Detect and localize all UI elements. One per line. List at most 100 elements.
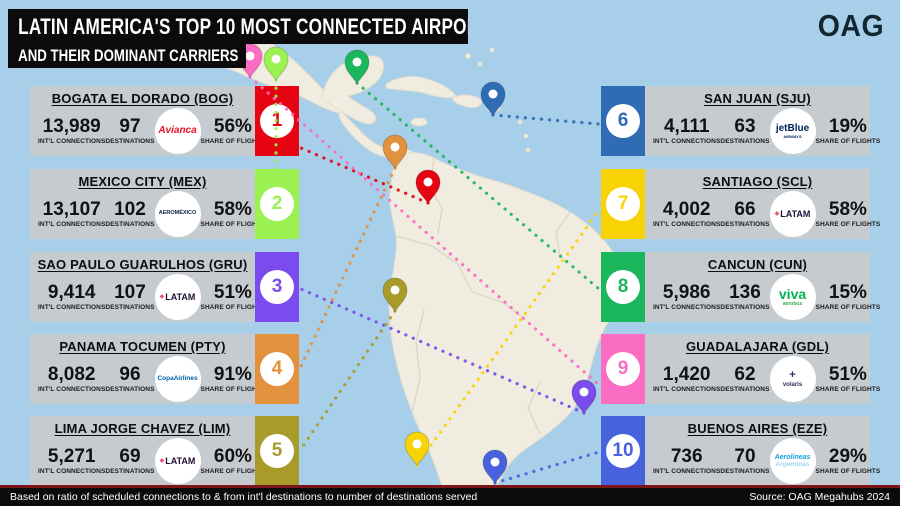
airport-card-eze: BUENOS AIRES (EZE) 736 INT'L CONNECTIONS… <box>601 416 880 486</box>
intl-connections: 1,420 INT'L CONNECTIONS <box>653 365 720 393</box>
destinations: 69 DESTINATIONS <box>105 447 154 475</box>
rank-tab: 10 <box>601 416 645 486</box>
intl-connections: 13,107 INT'L CONNECTIONS <box>38 200 105 228</box>
destinations-value: 63 <box>734 116 756 137</box>
airline-logo-subtext: volaris <box>782 382 803 388</box>
map-cuba <box>385 76 457 99</box>
destinations-label: DESTINATIONS <box>105 221 155 228</box>
share-of-flights: 58% SHARE OF FLIGHTS <box>816 200 881 228</box>
destinations-label: DESTINATIONS <box>720 221 770 228</box>
share-label: SHARE OF FLIGHTS <box>200 304 266 311</box>
share-label: SHARE OF FLIGHTS <box>200 386 266 393</box>
airport-stats: 8,082 INT'L CONNECTIONS 96 DESTINATIONS … <box>37 354 265 402</box>
airline-logo-text: Aerolíneas <box>774 453 811 461</box>
page-title: LATIN AMERICA'S TOP 10 MOST CONNECTED AI… <box>18 13 468 39</box>
airport-card-pty: PANAMA TOCUMEN (PTY) 8,082 INT'L CONNECT… <box>30 334 299 404</box>
share-of-flights: 29% SHARE OF FLIGHTS <box>816 447 881 475</box>
airport-name: PANAMA TOCUMEN (PTY) <box>59 339 226 354</box>
rank-tab: 3 <box>255 252 299 322</box>
map-island <box>517 119 523 125</box>
airport-card-gdl: GUADALAJARA (GDL) 1,420 INT'L CONNECTION… <box>601 334 880 404</box>
intl-connections: 736 INT'L CONNECTIONS <box>653 447 720 475</box>
destinations-label: DESTINATIONS <box>105 138 155 145</box>
airport-card-bog: BOGATA EL DORADO (BOG) 13,989 INT'L CONN… <box>30 86 299 156</box>
destinations: 63 DESTINATIONS <box>720 117 769 145</box>
destinations-value: 97 <box>119 116 141 137</box>
airline-logo: Aerolíneas Argentinas <box>769 438 816 484</box>
share-label: SHARE OF FLIGHTS <box>815 386 881 393</box>
airport-card-lim: LIMA JORGE CHAVEZ (LIM) 5,271 INT'L CONN… <box>30 416 299 486</box>
airline-logo-mark: ◆ <box>159 458 165 464</box>
rank-number: 2 <box>260 187 294 221</box>
airport-stats: 1,420 INT'L CONNECTIONS 62 DESTINATIONS … <box>652 354 880 402</box>
intl-connections: 4,002 INT'L CONNECTIONS <box>653 200 720 228</box>
map-south-america <box>388 152 624 506</box>
airport-stats: 4,111 INT'L CONNECTIONS 63 DESTINATIONS … <box>652 106 880 154</box>
destinations-value: 62 <box>734 364 756 385</box>
card-body: GUADALAJARA (GDL) 1,420 INT'L CONNECTION… <box>645 334 880 404</box>
airport-name: MEXICO CITY (MEX) <box>78 174 207 189</box>
subtitle-bar: AND THEIR DOMINANT CARRIERS <box>8 44 246 68</box>
intl-connections-label: INT'L CONNECTIONS <box>653 386 721 393</box>
intl-connections-label: INT'L CONNECTIONS <box>653 138 721 145</box>
airline-logo-text: jetBlue <box>775 122 810 134</box>
airline-logo: viva aerobus <box>769 274 816 320</box>
destinations-value: 66 <box>734 199 756 220</box>
rank-number: 9 <box>606 352 640 386</box>
share-value: 91% <box>213 364 252 385</box>
intl-connections-label: INT'L CONNECTIONS <box>38 138 106 145</box>
share-label: SHARE OF FLIGHTS <box>200 138 266 145</box>
airline-logo: CopaAirlines <box>154 356 201 402</box>
share-of-flights: 56% SHARE OF FLIGHTS <box>201 117 266 145</box>
intl-connections: 5,986 INT'L CONNECTIONS <box>653 283 720 311</box>
rank-tab: 5 <box>255 416 299 486</box>
airport-name: CANCUN (CUN) <box>707 257 808 272</box>
share-label: SHARE OF FLIGHTS <box>815 138 881 145</box>
map-island <box>525 147 531 153</box>
airport-name: BOGATA EL DORADO (BOG) <box>51 91 234 106</box>
share-value: 60% <box>213 446 252 467</box>
airport-name: GUADALAJARA (GDL) <box>685 339 830 354</box>
share-of-flights: 58% SHARE OF FLIGHTS <box>201 200 266 228</box>
airport-stats: 5,986 INT'L CONNECTIONS 136 DESTINATIONS… <box>652 272 880 320</box>
airline-logo: Avianca <box>154 108 201 154</box>
destinations-label: DESTINATIONS <box>105 468 155 475</box>
destinations-label: DESTINATIONS <box>720 138 770 145</box>
airline-logo-mark: ◆ <box>774 211 780 217</box>
card-body: MEXICO CITY (MEX) 13,107 INT'L CONNECTIO… <box>30 169 265 239</box>
airline-logo: ◆ LATAM <box>154 438 201 484</box>
intl-connections-label: INT'L CONNECTIONS <box>653 221 721 228</box>
card-body: SAN JUAN (SJU) 4,111 INT'L CONNECTIONS 6… <box>645 86 880 156</box>
airline-logo: + volaris <box>769 356 816 402</box>
airport-stats: 5,271 INT'L CONNECTIONS 69 DESTINATIONS … <box>37 436 265 484</box>
map-island <box>477 61 483 67</box>
card-body: BOGATA EL DORADO (BOG) 13,989 INT'L CONN… <box>30 86 265 156</box>
intl-connections: 13,989 INT'L CONNECTIONS <box>38 117 105 145</box>
airline-logo: AEROMÉXICO <box>154 191 201 237</box>
destinations-value: 102 <box>114 199 146 220</box>
title-bar: LATIN AMERICA'S TOP 10 MOST CONNECTED AI… <box>8 9 468 44</box>
map-island <box>523 133 529 139</box>
share-of-flights: 19% SHARE OF FLIGHTS <box>816 117 881 145</box>
rank-number: 10 <box>606 434 640 468</box>
rank-number: 3 <box>260 270 294 304</box>
intl-connections-label: INT'L CONNECTIONS <box>653 304 721 311</box>
map-island <box>465 53 471 59</box>
share-label: SHARE OF FLIGHTS <box>200 468 266 475</box>
airline-logo-subtext: Argentinas <box>775 460 810 468</box>
footer-source: Source: OAG Megahubs 2024 <box>749 491 890 503</box>
share-of-flights: 51% SHARE OF FLIGHTS <box>201 283 266 311</box>
airline-logo-text: viva <box>778 286 807 302</box>
intl-connections-label: INT'L CONNECTIONS <box>38 386 106 393</box>
map-jamaica <box>410 117 428 127</box>
airline-logo-text: Avianca <box>158 125 197 136</box>
rank-tab: 6 <box>601 86 645 156</box>
airport-stats: 13,989 INT'L CONNECTIONS 97 DESTINATIONS… <box>37 106 265 154</box>
intl-connections-label: INT'L CONNECTIONS <box>38 221 106 228</box>
share-value: 56% <box>213 116 252 137</box>
footer-bar: Based on ratio of scheduled connections … <box>0 485 900 506</box>
share-value: 15% <box>828 282 867 303</box>
card-body: LIMA JORGE CHAVEZ (LIM) 5,271 INT'L CONN… <box>30 416 265 486</box>
rank-number: 5 <box>260 434 294 468</box>
